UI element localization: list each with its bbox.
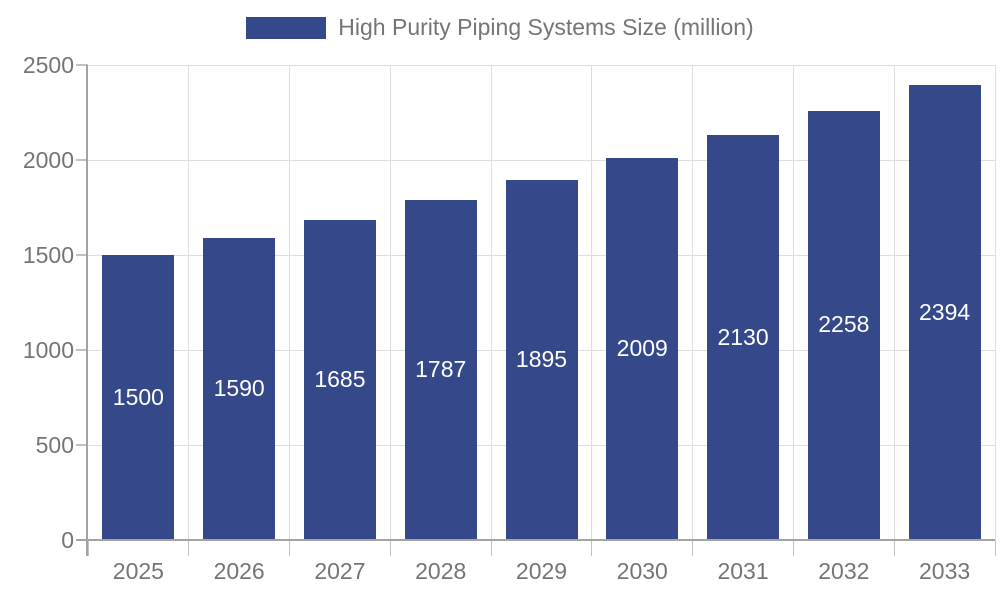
bar-value-label: 1895 [515,345,568,372]
x-axis-tick [289,540,291,556]
bar[interactable]: 2394 [908,85,981,539]
x-axis-tick-label: 2028 [415,558,467,584]
x-axis-tick-label: 2027 [314,558,366,584]
legend-swatch [246,16,327,39]
y-axis-tick [76,349,88,351]
bar[interactable]: 1895 [505,179,578,539]
bar[interactable]: 1787 [404,200,477,539]
bar[interactable]: 2130 [707,135,780,539]
bar-value-label: 2009 [616,335,668,362]
bar-value-label: 1500 [112,383,164,410]
vertical-gridline [893,65,895,540]
y-axis-tick [76,254,88,256]
x-axis-tick-label: 2029 [515,558,568,584]
x-axis-tick-label: 2031 [717,558,769,584]
x-axis-tick [188,540,190,556]
y-axis-tick-label: 1000 [22,337,74,363]
vertical-gridline [692,65,694,540]
x-axis-tick [994,540,996,556]
bar[interactable]: 1685 [303,219,376,539]
vertical-gridline [490,65,492,540]
vertical-gridline [188,65,190,540]
y-axis-line [86,65,88,556]
x-axis-line [76,539,995,541]
x-axis-tick [893,540,895,556]
horizontal-gridline [88,159,995,161]
x-axis-tick-label: 2030 [616,558,668,584]
x-axis-tick [389,540,391,556]
y-axis-tick [76,444,88,446]
y-axis-tick-label: 2000 [22,147,74,173]
y-axis-tick-label: 0 [61,527,74,553]
bar[interactable]: 1500 [102,255,175,539]
vertical-gridline [994,65,996,540]
bar-value-label: 2394 [919,298,971,325]
legend-label: High Purity Piping Systems Size (million… [338,14,754,40]
vertical-gridline [792,65,794,540]
bar[interactable]: 2258 [807,110,880,539]
y-axis-tick [76,159,88,161]
legend[interactable]: High Purity Piping Systems Size (million… [0,14,1000,41]
vertical-gridline [389,65,391,540]
x-axis-tick-label: 2026 [213,558,265,584]
y-axis-tick-label: 1500 [22,242,74,268]
x-axis-tick-label: 2032 [818,558,870,584]
vertical-gridline [289,65,291,540]
y-axis-tick-label: 2500 [22,52,74,78]
bar[interactable]: 1590 [203,237,276,539]
x-axis-tick [490,540,492,556]
x-axis-tick [591,540,593,556]
bar-value-label: 2130 [717,323,769,350]
vertical-gridline [591,65,593,540]
bar-value-label: 1787 [415,356,467,383]
x-axis-tick-label: 2025 [112,558,164,584]
bar-value-label: 1590 [213,374,265,401]
x-axis-tick [87,540,89,556]
x-axis-tick-label: 2033 [919,558,971,584]
bar-value-label: 2258 [818,311,870,338]
horizontal-gridline [88,64,995,66]
y-axis-tick [76,64,88,66]
bar-value-label: 1685 [314,365,366,392]
y-axis-tick-label: 500 [35,432,74,458]
x-axis-tick [792,540,794,556]
x-axis-tick [692,540,694,556]
bar[interactable]: 2009 [606,158,679,539]
